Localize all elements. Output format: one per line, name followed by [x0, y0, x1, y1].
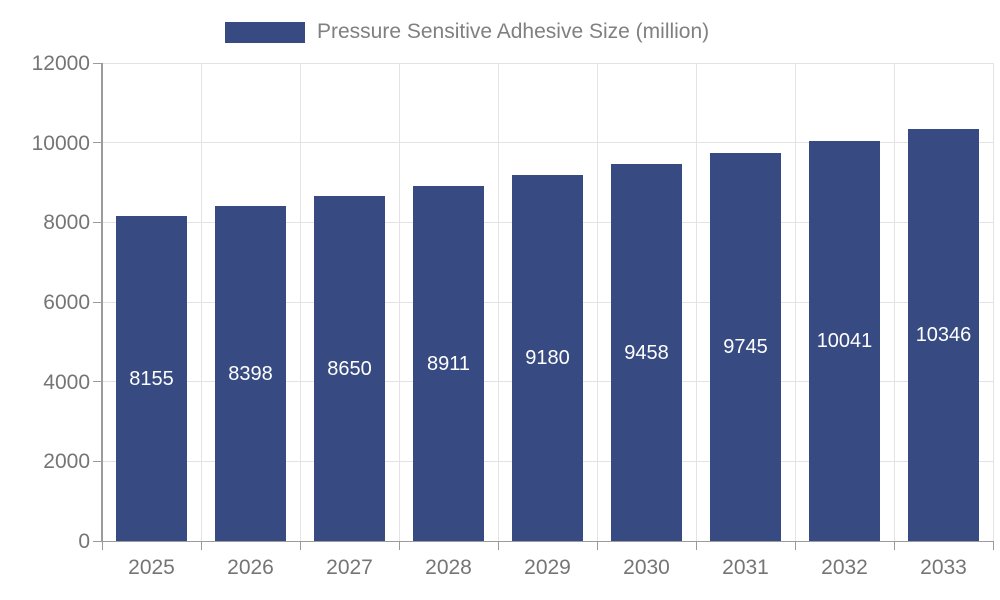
y-axis-line [101, 63, 103, 541]
plot-area: 8155 8398 8650 8911 9180 9458 9745 10041 10346 [93, 62, 994, 550]
y-axis-tick-label: 10000 [31, 131, 90, 155]
x-axis-tick-label: 2027 [326, 556, 373, 579]
y-axis-tick-label: 8000 [43, 211, 90, 235]
x-axis-tick [893, 541, 895, 550]
bar-value-label: 8650 [327, 357, 372, 380]
bar-value-label: 9180 [525, 347, 570, 369]
x-axis-tick [992, 541, 994, 550]
bar-2028[interactable]: 8911 [413, 186, 484, 541]
legend[interactable]: Pressure Sensitive Adhesive Size (millio… [225, 20, 709, 44]
bar-value-label: 9745 [723, 336, 768, 358]
bar-2029[interactable]: 9180 [512, 175, 583, 541]
x-axis-tick-label: 2032 [821, 556, 868, 579]
gridline-horizontal [102, 62, 993, 64]
x-axis-tick-label: 2031 [722, 556, 769, 579]
bar-2032[interactable]: 10041 [809, 141, 880, 541]
x-axis-tick [596, 541, 598, 550]
gridline-vertical [893, 63, 895, 541]
legend-label: Pressure Sensitive Adhesive Size (millio… [317, 20, 710, 43]
y-axis-tick [93, 142, 102, 144]
y-axis-tick-label: 6000 [43, 291, 90, 314]
x-axis-tick-label: 2033 [920, 556, 967, 579]
gridline-vertical [299, 63, 301, 541]
x-axis-tick [695, 541, 697, 550]
x-axis-tick [299, 541, 301, 550]
bar-2026[interactable]: 8398 [215, 206, 286, 541]
bar-value-label: 9458 [624, 341, 669, 364]
bar-2031[interactable]: 9745 [710, 153, 781, 541]
y-axis-tick-label: 12000 [31, 52, 90, 75]
bar-2033[interactable]: 10346 [908, 129, 979, 541]
x-axis-tick-label: 2028 [425, 556, 472, 579]
x-axis-tick [200, 541, 202, 550]
y-axis-tick-label: 2000 [43, 450, 90, 474]
bar-value-label: 8155 [129, 367, 174, 390]
y-axis-tick-label: 0 [78, 530, 90, 553]
x-axis-tick [101, 541, 103, 550]
gridline-vertical [794, 63, 796, 541]
x-axis-tick-label: 2026 [227, 556, 274, 579]
y-axis-tick [93, 301, 102, 303]
y-axis-tick [93, 540, 102, 542]
gridline-vertical [992, 63, 994, 541]
bar-value-label: 10346 [915, 324, 972, 346]
bar-value-label: 10041 [816, 330, 873, 352]
y-axis-tick [93, 460, 102, 462]
bar-2027[interactable]: 8650 [314, 196, 385, 541]
x-axis-tick-label: 2030 [623, 556, 670, 579]
gridline-vertical [497, 63, 499, 541]
x-axis-tick-label: 2025 [128, 556, 175, 579]
gridline-horizontal [102, 142, 993, 144]
x-axis-tick [497, 541, 499, 550]
bar-value-label: 8398 [228, 362, 273, 385]
gridline-vertical [398, 63, 400, 541]
bar-2030[interactable]: 9458 [611, 164, 682, 541]
gridline-vertical [200, 63, 202, 541]
y-axis-tick [93, 221, 102, 223]
legend-swatch [225, 21, 305, 43]
y-axis-tick [93, 381, 102, 383]
gridline-vertical [596, 63, 598, 541]
x-axis-tick-label: 2029 [524, 556, 571, 579]
y-axis-tick-label: 4000 [43, 370, 90, 394]
x-axis-tick [398, 541, 400, 550]
y-axis-tick [93, 62, 102, 64]
x-axis-tick [794, 541, 796, 550]
gridline-vertical [695, 63, 697, 541]
bar-value-label: 8911 [426, 352, 470, 375]
bar-2025[interactable]: 8155 [116, 216, 187, 541]
x-axis-line [101, 540, 994, 542]
